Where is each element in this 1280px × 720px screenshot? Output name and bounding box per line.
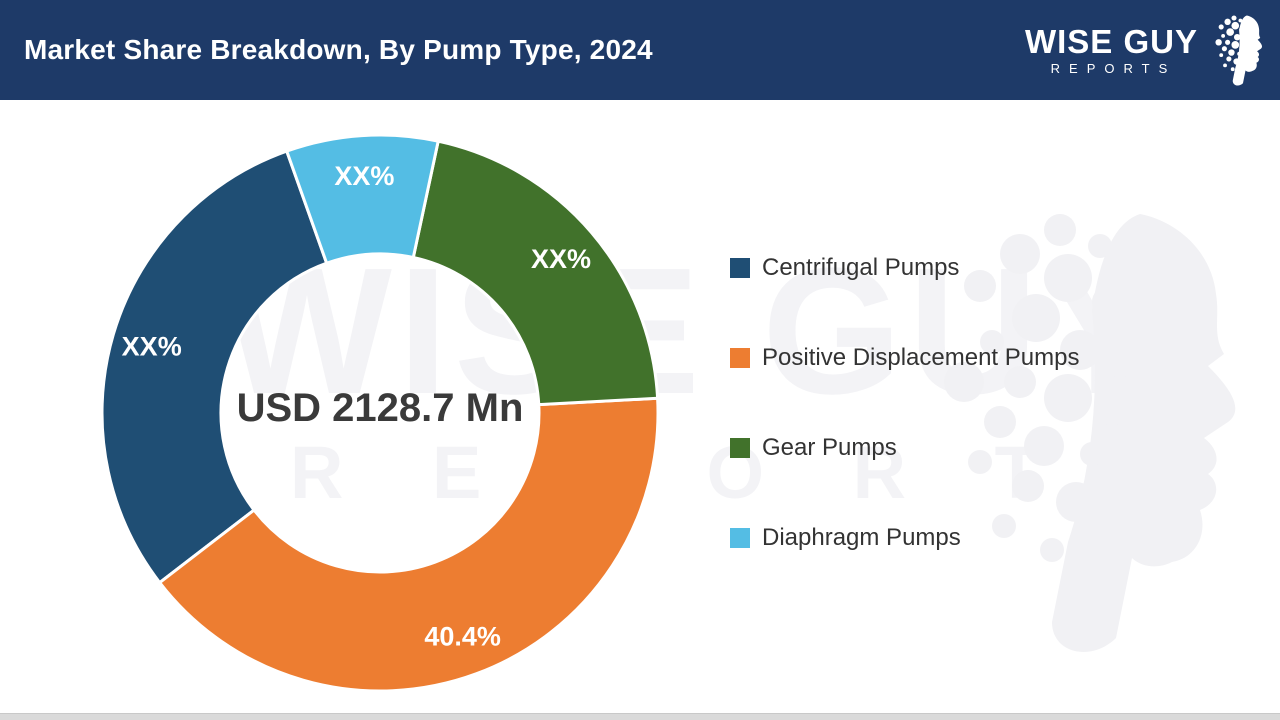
brand-face-icon bbox=[1202, 10, 1266, 90]
donut-segment-positive-displacement-pumps bbox=[158, 396, 660, 693]
legend-label: Centrifugal Pumps bbox=[762, 254, 960, 281]
legend-item-diaphragm-pumps: Diaphragm Pumps bbox=[730, 524, 1079, 551]
legend-item-centrifugal-pumps: Centrifugal Pumps bbox=[730, 254, 1079, 281]
legend: Centrifugal Pumps Positive Displacement … bbox=[730, 254, 1080, 615]
bottom-strip bbox=[0, 713, 1280, 720]
brand-subtitle: REPORTS bbox=[1050, 60, 1177, 76]
segment-value-label: 40.4% bbox=[424, 622, 501, 652]
donut-chart: XX% 40.4% XX% XX% bbox=[100, 133, 660, 693]
legend-item-positive-displacement-pumps: Positive Displacement Pumps bbox=[730, 344, 1080, 371]
legend-label: Positive Displacement Pumps bbox=[762, 344, 1080, 371]
brand-name: WISE GUY bbox=[1024, 22, 1198, 60]
legend-label: Gear Pumps bbox=[762, 434, 897, 461]
legend-swatch-gear-pumps bbox=[730, 438, 750, 458]
segment-value-label: XX% bbox=[334, 161, 394, 191]
page-title: Market Share Breakdown, By Pump Type, 20… bbox=[24, 34, 653, 65]
legend-swatch-positive-displacement-pumps bbox=[730, 348, 750, 368]
header-bar: Market Share Breakdown, By Pump Type, 20… bbox=[0, 0, 1280, 100]
segment-value-label: XX% bbox=[122, 331, 182, 361]
legend-swatch-centrifugal-pumps bbox=[730, 258, 750, 278]
donut-segment-diaphragm-pumps bbox=[285, 133, 440, 265]
segment-value-label: XX% bbox=[531, 244, 591, 274]
donut-segment-centrifugal-pumps bbox=[100, 149, 329, 585]
brand-logo: WISE GUY REPORTS bbox=[1025, 8, 1266, 92]
donut-center-value: USD 2128.7 Mn bbox=[236, 386, 524, 430]
donut-segment-gear-pumps bbox=[411, 139, 660, 407]
legend-swatch-diaphragm-pumps bbox=[730, 528, 750, 548]
legend-item-gear-pumps: Gear Pumps bbox=[730, 434, 1079, 461]
legend-label: Diaphragm Pumps bbox=[762, 524, 961, 551]
chart-area: WISE GUY R E P O R T S XX% 40.4% XX% XX% US… bbox=[0, 100, 1280, 713]
brand-wordmark: WISE GUY REPORTS bbox=[1024, 22, 1198, 76]
